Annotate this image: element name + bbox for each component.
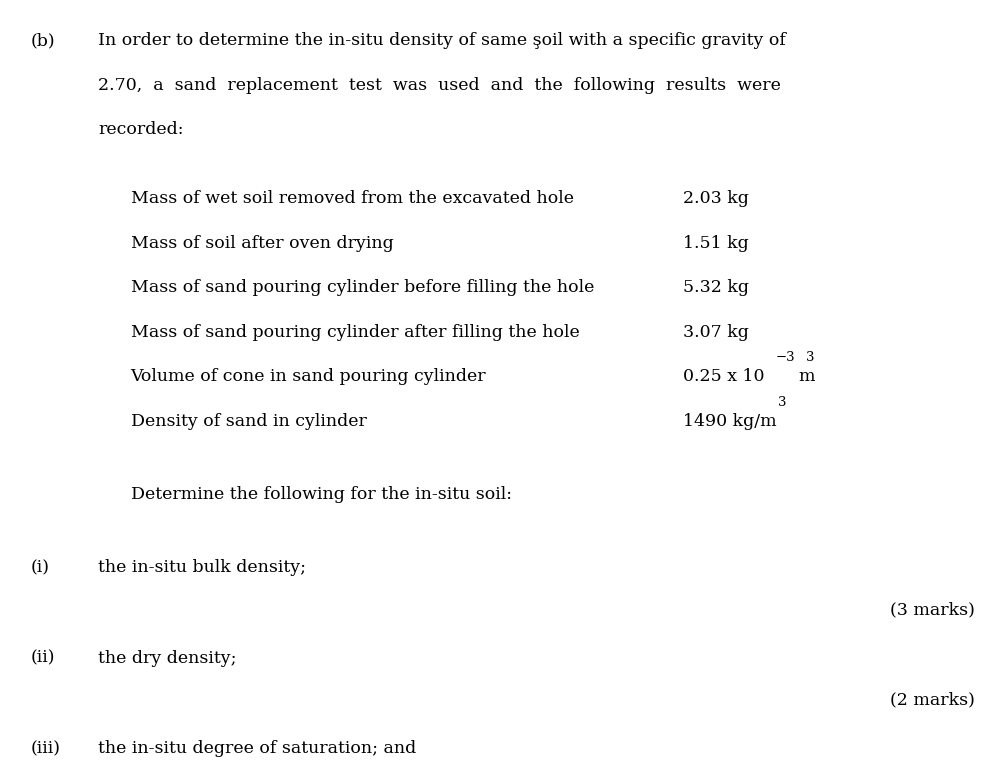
Text: Mass of wet soil removed from the excavated hole: Mass of wet soil removed from the excava… xyxy=(131,190,574,207)
Text: Determine the following for the in-situ soil:: Determine the following for the in-situ … xyxy=(131,486,512,503)
Text: 0.25 x 10: 0.25 x 10 xyxy=(683,368,765,385)
Text: recorded:: recorded: xyxy=(98,121,184,138)
Text: the in-situ degree of saturation; and: the in-situ degree of saturation; and xyxy=(98,740,417,757)
Text: the in-situ bulk density;: the in-situ bulk density; xyxy=(98,559,307,576)
Text: (3 marks): (3 marks) xyxy=(890,601,975,618)
Text: 1490 kg/m: 1490 kg/m xyxy=(683,413,777,430)
Text: (b): (b) xyxy=(30,32,55,49)
Text: 3.07 kg: 3.07 kg xyxy=(683,324,750,341)
Text: Mass of sand pouring cylinder before filling the hole: Mass of sand pouring cylinder before fil… xyxy=(131,279,594,296)
Text: (2 marks): (2 marks) xyxy=(890,692,975,709)
Text: 2.70,  a  sand  replacement  test  was  used  and  the  following  results  were: 2.70, a sand replacement test was used a… xyxy=(98,77,781,94)
Text: m: m xyxy=(798,368,814,385)
Text: 3: 3 xyxy=(806,351,814,364)
Text: Volume of cone in sand pouring cylinder: Volume of cone in sand pouring cylinder xyxy=(131,368,486,385)
Text: (ii): (ii) xyxy=(30,650,54,667)
Text: 3: 3 xyxy=(778,396,786,409)
Text: Mass of soil after oven drying: Mass of soil after oven drying xyxy=(131,235,393,252)
Text: Density of sand in cylinder: Density of sand in cylinder xyxy=(131,413,367,430)
Text: In order to determine the in-situ density of same şoil with a specific gravity o: In order to determine the in-situ densit… xyxy=(98,32,786,49)
Text: 5.32 kg: 5.32 kg xyxy=(683,279,750,296)
Text: −3: −3 xyxy=(776,351,796,364)
Text: (iii): (iii) xyxy=(30,740,60,757)
Text: 1.51 kg: 1.51 kg xyxy=(683,235,749,252)
Text: 2.03 kg: 2.03 kg xyxy=(683,190,750,207)
Text: Mass of sand pouring cylinder after filling the hole: Mass of sand pouring cylinder after fill… xyxy=(131,324,580,341)
Text: (i): (i) xyxy=(30,559,49,576)
Text: the dry density;: the dry density; xyxy=(98,650,237,667)
